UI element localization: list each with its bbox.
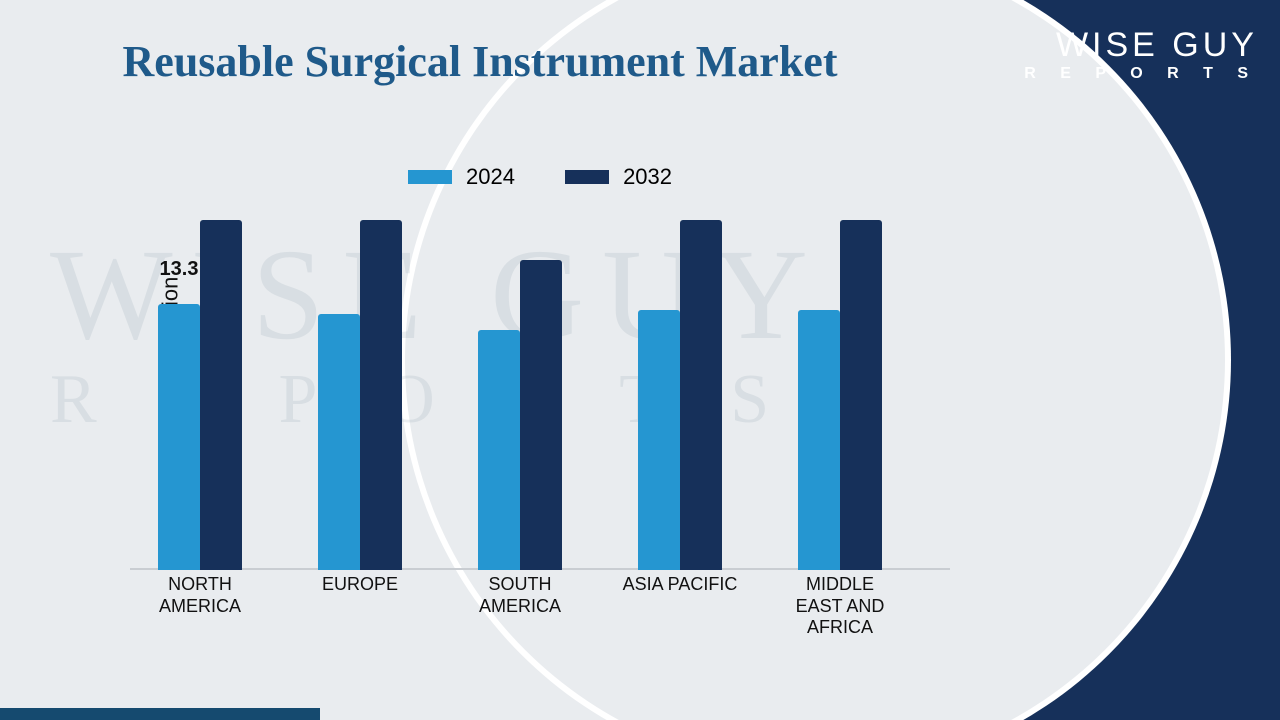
x-axis-category-label: SOUTH AMERICA <box>460 574 580 617</box>
bar-2024 <box>158 304 200 570</box>
bar-2024 <box>798 310 840 570</box>
bar-2024 <box>638 310 680 570</box>
bar-group: 13.3 <box>140 170 260 570</box>
plot-area: 2024 2032 13.3 <box>130 170 950 570</box>
bar-2024 <box>478 330 520 570</box>
brand-line-2: R E P O R T S <box>1024 66 1258 83</box>
x-axis-category-label: EUROPE <box>300 574 420 596</box>
bar-2032 <box>680 220 722 570</box>
bar-2024 <box>318 314 360 570</box>
x-axis-category-label: ASIA PACIFIC <box>620 574 740 596</box>
bottom-accent-bar <box>0 708 320 720</box>
x-axis-category-label: MIDDLE EAST AND AFRICA <box>780 574 900 639</box>
bar-group <box>620 170 740 570</box>
stage: WISE GUY R E P O R T S Reusable Surgical… <box>0 0 1280 720</box>
brand-logo: WISE GUY R E P O R T S <box>1024 28 1258 82</box>
chart: Market Size in USD Billion 2024 2032 13.… <box>60 150 960 660</box>
bar-2032 <box>360 220 402 570</box>
bar-group <box>460 170 580 570</box>
bar-group <box>300 170 420 570</box>
bar-value-label: 13.3 <box>160 258 199 281</box>
bar-2032 <box>840 220 882 570</box>
brand-line-1: WISE GUY <box>1024 28 1258 64</box>
x-axis-category-label: NORTH AMERICA <box>140 574 260 617</box>
bar-2032 <box>200 220 242 570</box>
bar-group <box>780 170 900 570</box>
bar-2032 <box>520 260 562 570</box>
right-panel: WISE GUY R E P O R T S <box>970 0 1280 720</box>
page-title: Reusable Surgical Instrument Market <box>0 36 960 87</box>
